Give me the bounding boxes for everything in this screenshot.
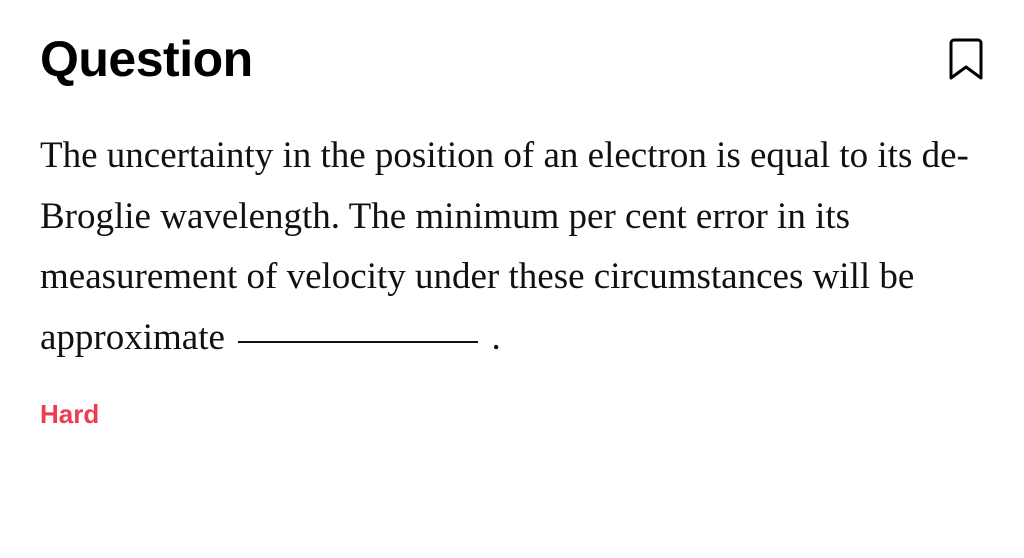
question-heading: Question [40, 30, 253, 88]
bookmark-icon[interactable] [948, 37, 984, 81]
question-trailing: . [491, 317, 500, 358]
answer-blank [238, 341, 478, 343]
question-body: The uncertainty in the position of an el… [40, 126, 984, 369]
bookmark-path [951, 40, 981, 78]
question-header: Question [40, 30, 984, 88]
difficulty-badge: Hard [40, 399, 984, 430]
question-text: The uncertainty in the position of an el… [40, 135, 969, 358]
